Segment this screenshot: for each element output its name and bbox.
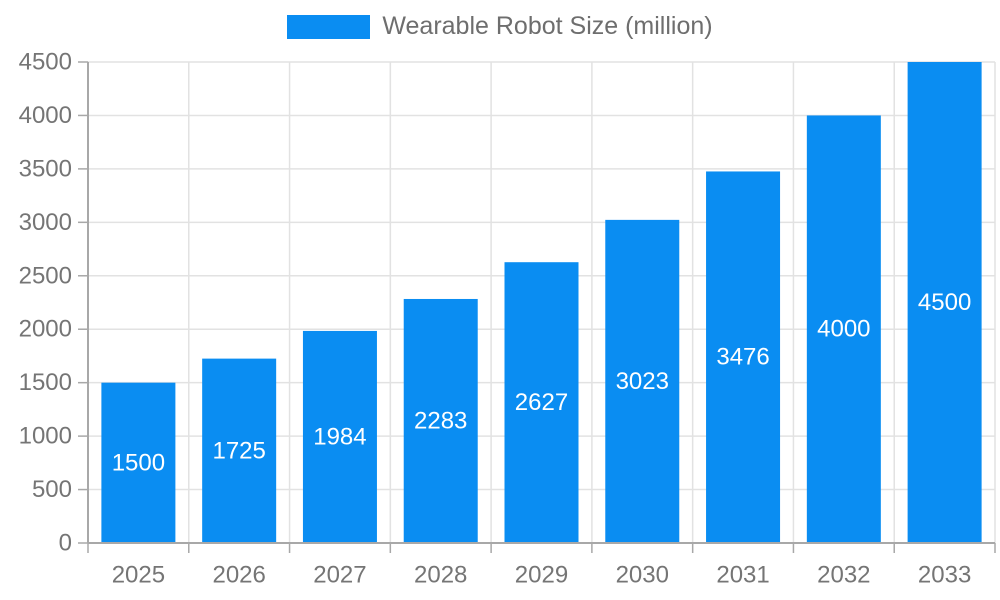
bar-2033[interactable]: [907, 62, 982, 543]
bar-value-label: 1725: [212, 437, 265, 464]
x-axis-tick-label: 2031: [716, 562, 769, 589]
bar-2032[interactable]: [806, 115, 881, 543]
bar-value-label: 4500: [918, 289, 971, 316]
y-axis-tick-label: 4500: [19, 49, 72, 76]
legend-swatch: [287, 14, 371, 39]
y-axis-tick-label: 2500: [19, 262, 72, 289]
bar-value-label: 4000: [817, 316, 870, 343]
bar-2029[interactable]: [504, 262, 579, 543]
bar-value-label: 1984: [313, 423, 366, 450]
bar-2028[interactable]: [403, 298, 478, 543]
y-axis-tick-label: 500: [32, 476, 72, 503]
bar-value-label: 3023: [616, 368, 669, 395]
x-axis-tick-label: 2030: [616, 562, 669, 589]
legend-label: Wearable Robot Size (million): [382, 12, 713, 40]
x-axis-tick-label: 2029: [515, 562, 568, 589]
bar-2026[interactable]: [202, 358, 277, 543]
x-axis-tick-label: 2026: [212, 562, 265, 589]
legend-item[interactable]: Wearable Robot Size (million): [287, 12, 713, 40]
x-axis-tick-label: 2028: [414, 562, 467, 589]
y-axis-tick-label: 1000: [19, 423, 72, 450]
bar-value-label: 2627: [515, 389, 568, 416]
bar-2025[interactable]: [101, 382, 176, 543]
bar-value-label: 2283: [414, 407, 467, 434]
bar-value-label: 3476: [716, 344, 769, 371]
y-axis-tick-label: 0: [59, 530, 72, 557]
y-axis-tick-label: 3500: [19, 155, 72, 182]
x-axis-tick-label: 2025: [112, 562, 165, 589]
legend: Wearable Robot Size (million): [0, 14, 1000, 39]
y-axis-tick-label: 2000: [19, 316, 72, 343]
bar-2031[interactable]: [706, 171, 781, 543]
bar-value-label: 1500: [112, 449, 165, 476]
bar-2027[interactable]: [302, 330, 377, 543]
x-axis-tick-label: 2027: [313, 562, 366, 589]
x-axis-tick-label: 2032: [817, 562, 870, 589]
y-axis-tick-label: 3000: [19, 209, 72, 236]
bar-2030[interactable]: [605, 219, 680, 544]
y-axis-tick-label: 4000: [19, 102, 72, 129]
x-axis-tick-label: 2033: [918, 562, 971, 589]
y-axis-tick-label: 1500: [19, 369, 72, 396]
